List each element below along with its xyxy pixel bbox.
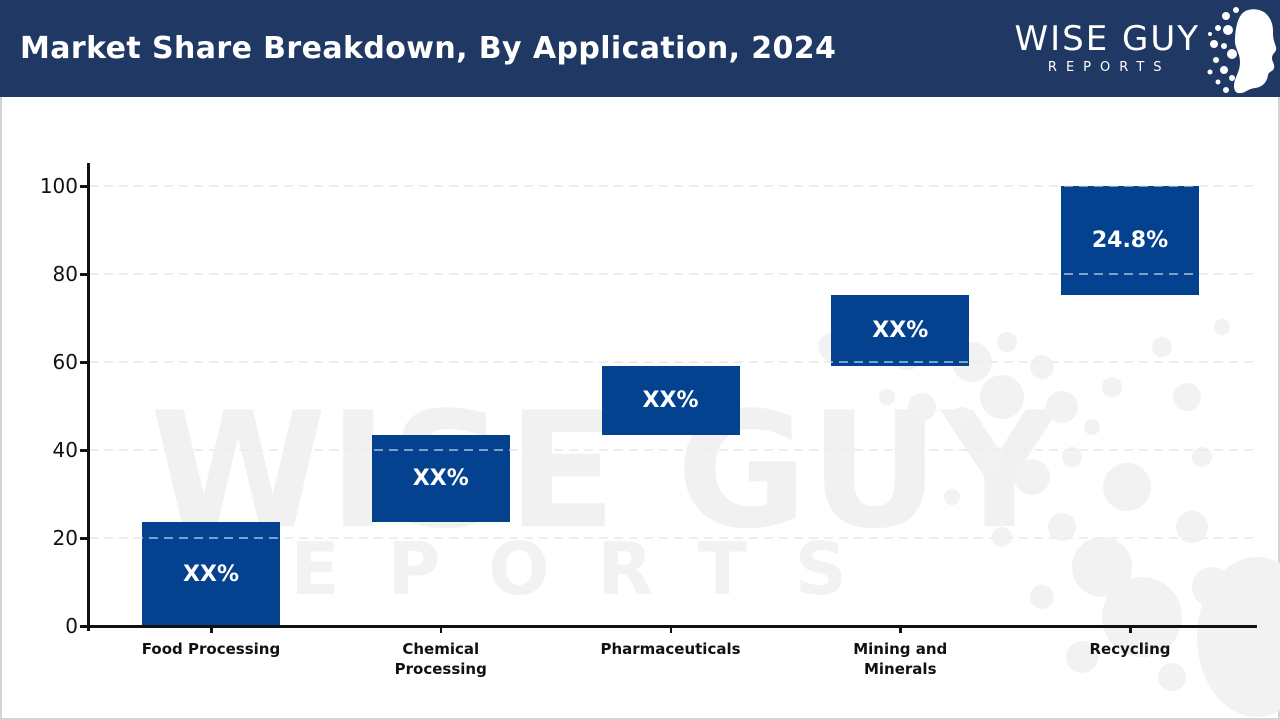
watermark-face-dots-icon: [818, 319, 1280, 717]
logo-subtitle: REPORTS: [1047, 59, 1171, 75]
logo-wordmark: WISE GUY: [1014, 19, 1200, 60]
watermark-subtitle: REPORTS: [187, 527, 895, 611]
header-bar: Market Share Breakdown, By Application, …: [0, 0, 1280, 97]
chart-canvas: WISE GUY REPORTS: [0, 97, 1280, 720]
face-profile-dots-icon: [1207, 6, 1277, 93]
logo-text: WISE GUY REPORTS: [1014, 19, 1200, 75]
wise-guy-logo: WISE GUY REPORTS: [1014, 0, 1278, 97]
chart-title: Market Share Breakdown, By Application, …: [20, 31, 837, 66]
